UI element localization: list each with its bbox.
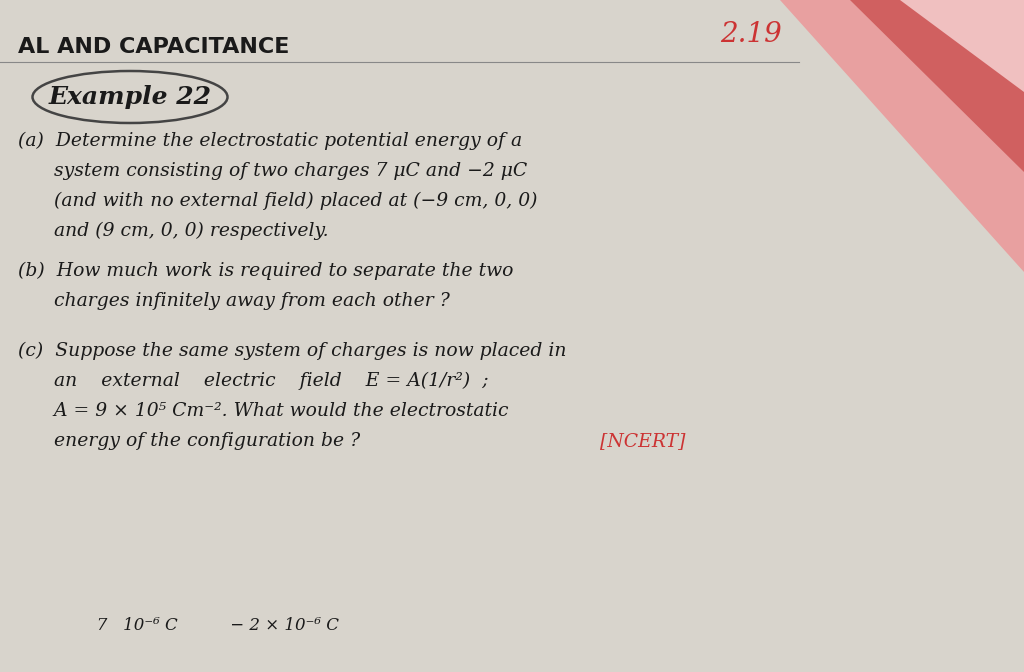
Text: Example 22: Example 22 — [48, 85, 212, 109]
Polygon shape — [850, 0, 1024, 172]
Text: 7   10⁻⁶ C          − 2 × 10⁻⁶ C: 7 10⁻⁶ C − 2 × 10⁻⁶ C — [18, 617, 339, 634]
Text: (b)  How much work is required to separate the two: (b) How much work is required to separat… — [18, 262, 513, 280]
Text: energy of the configuration be ?: energy of the configuration be ? — [18, 432, 360, 450]
Text: (c)  Suppose the same system of charges is now placed in: (c) Suppose the same system of charges i… — [18, 342, 566, 360]
Polygon shape — [900, 0, 1024, 92]
Text: AL AND CAPACITANCE: AL AND CAPACITANCE — [18, 37, 290, 57]
Text: charges infinitely away from each other ?: charges infinitely away from each other … — [18, 292, 450, 310]
Text: (a)  Determine the electrostatic potential energy of a: (a) Determine the electrostatic potentia… — [18, 132, 522, 151]
Text: system consisting of two charges 7 μC and −2 μC: system consisting of two charges 7 μC an… — [18, 162, 527, 180]
Text: and (9 cm, 0, 0) respectively.: and (9 cm, 0, 0) respectively. — [18, 222, 329, 241]
Text: [NCERT]: [NCERT] — [600, 432, 685, 450]
Ellipse shape — [33, 71, 227, 123]
Text: (and with no external field) placed at (−9 cm, 0, 0): (and with no external field) placed at (… — [18, 192, 538, 210]
Polygon shape — [780, 0, 1024, 272]
Text: an    external    electric    field    E = A(1/r²)  ;: an external electric field E = A(1/r²) ; — [18, 372, 488, 390]
Text: A = 9 × 10⁵ Cm⁻². What would the electrostatic: A = 9 × 10⁵ Cm⁻². What would the electro… — [18, 402, 509, 420]
Text: 2.19: 2.19 — [720, 21, 781, 48]
